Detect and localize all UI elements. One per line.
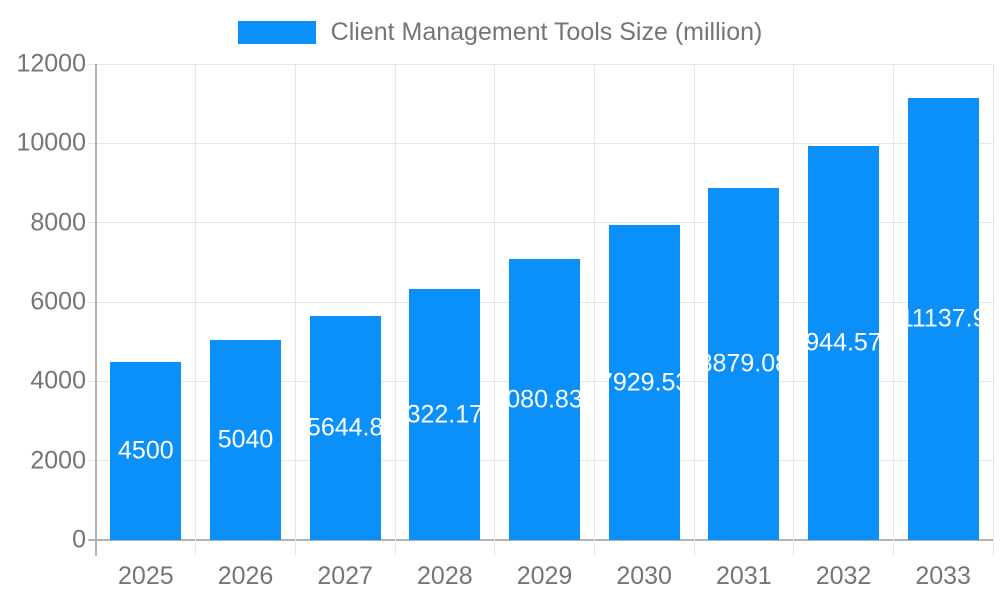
- gridline-horizontal: [88, 63, 993, 65]
- legend-color-swatch[interactable]: [237, 20, 316, 44]
- bar-value-label: 4500: [118, 436, 174, 465]
- chart-legend[interactable]: Client Management Tools Size (million): [0, 16, 1000, 48]
- bar-2030: 7929.53: [608, 225, 680, 540]
- y-axis-tick-label: 2000: [30, 446, 86, 475]
- x-axis-tick-label: 2033: [915, 562, 971, 590]
- bar-value-label: 8879.08: [708, 349, 779, 378]
- gridline-vertical: [593, 64, 595, 556]
- x-axis-tick-label: 2029: [516, 562, 573, 590]
- gridline-vertical: [793, 64, 795, 556]
- gridline-vertical: [693, 64, 695, 556]
- y-axis-tick-label: 8000: [30, 208, 86, 237]
- x-axis-tick-label: 2027: [317, 562, 373, 590]
- gridline-vertical: [494, 64, 496, 556]
- x-axis-tick-label: 2030: [616, 562, 672, 590]
- bar-2031: 8879.08: [708, 187, 780, 540]
- bar-value-label: 5644.8: [309, 413, 381, 442]
- x-axis-tick-label: 2026: [217, 562, 274, 590]
- x-axis-tick-label: 2031: [716, 562, 772, 590]
- y-axis-tick-label: 6000: [30, 287, 86, 316]
- legend-series-label[interactable]: Client Management Tools Size (million): [330, 17, 763, 46]
- bar-2028: 6322.176: [409, 289, 481, 540]
- gridline-vertical: [992, 64, 994, 556]
- bar-value-label: 6322.176: [409, 400, 481, 429]
- gridline-horizontal: [88, 142, 993, 144]
- bar-value-label: 7929.53: [609, 368, 680, 397]
- y-axis-tick-label: 10000: [16, 128, 86, 157]
- bar-2026: 5040: [210, 340, 281, 540]
- bar-2033: 11137.9: [907, 98, 979, 540]
- gridline-vertical: [195, 64, 197, 556]
- x-axis-tick-label: 2025: [118, 562, 174, 590]
- bar-value-label: 7080.837: [509, 385, 580, 414]
- y-axis-line: [95, 64, 97, 556]
- x-axis-tick-label: 2028: [417, 562, 473, 590]
- bar-2025: 4500: [110, 361, 182, 540]
- y-axis-tick-label: 4000: [30, 366, 86, 395]
- y-axis-tick-label: 0: [72, 525, 86, 554]
- bar-2029: 7080.837: [509, 259, 580, 540]
- x-axis-line: [88, 539, 993, 541]
- y-axis-tick-label: 12000: [16, 49, 86, 78]
- bar-value-label: 11137.9: [908, 304, 979, 333]
- bar-2032: 9944.577: [808, 145, 879, 540]
- x-axis-tick-label: 2032: [815, 562, 872, 590]
- bar-value-label: 5040: [217, 425, 274, 454]
- gridline-vertical: [892, 64, 894, 556]
- bar-2027: 5644.8: [309, 316, 381, 540]
- gridline-vertical: [394, 64, 396, 556]
- gridline-horizontal: [88, 222, 993, 224]
- gridline-vertical: [294, 64, 296, 556]
- bar-value-label: 9944.577: [808, 328, 879, 357]
